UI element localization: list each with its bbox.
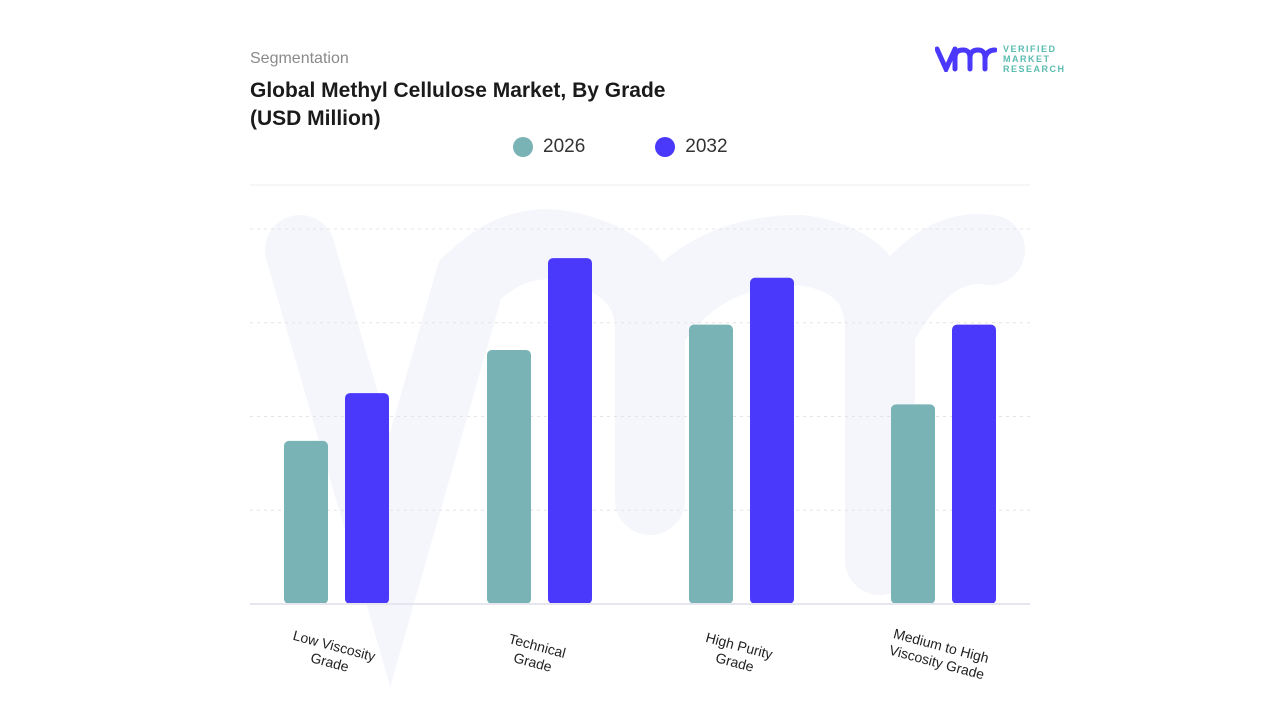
bar-2026-3 xyxy=(891,404,935,604)
legend-item-2026: 2026 xyxy=(513,136,585,158)
logo-line1: VERIFIED xyxy=(1003,44,1057,54)
vmr-logo: VERIFIED MARKET RESEARCH xyxy=(935,44,1066,74)
legend-item-2032: 2032 xyxy=(655,136,728,158)
legend: 2026 2032 xyxy=(513,136,728,158)
bar-2026-2 xyxy=(689,324,733,604)
bar-2026-1 xyxy=(487,349,531,604)
legend-swatch-2026 xyxy=(513,137,533,157)
bar-2032-2 xyxy=(750,277,794,604)
vmr-logo-icon xyxy=(935,46,997,72)
legend-swatch-2032 xyxy=(655,137,676,157)
legend-label-2032: 2032 xyxy=(685,136,728,157)
bar-2032-1 xyxy=(548,258,592,604)
legend-label-2026: 2026 xyxy=(543,136,586,157)
bar-2026-0 xyxy=(284,440,328,604)
bar-2032-0 xyxy=(345,393,389,604)
bar-2032-3 xyxy=(952,324,996,604)
logo-line3: RESEARCH xyxy=(1003,64,1066,74)
segment-label: Segmentation xyxy=(250,50,349,67)
chart-title: Global Methyl Cellulose Market, By Grade… xyxy=(250,79,666,130)
logo-line2: MARKET xyxy=(1003,54,1051,64)
watermark xyxy=(265,209,1025,687)
